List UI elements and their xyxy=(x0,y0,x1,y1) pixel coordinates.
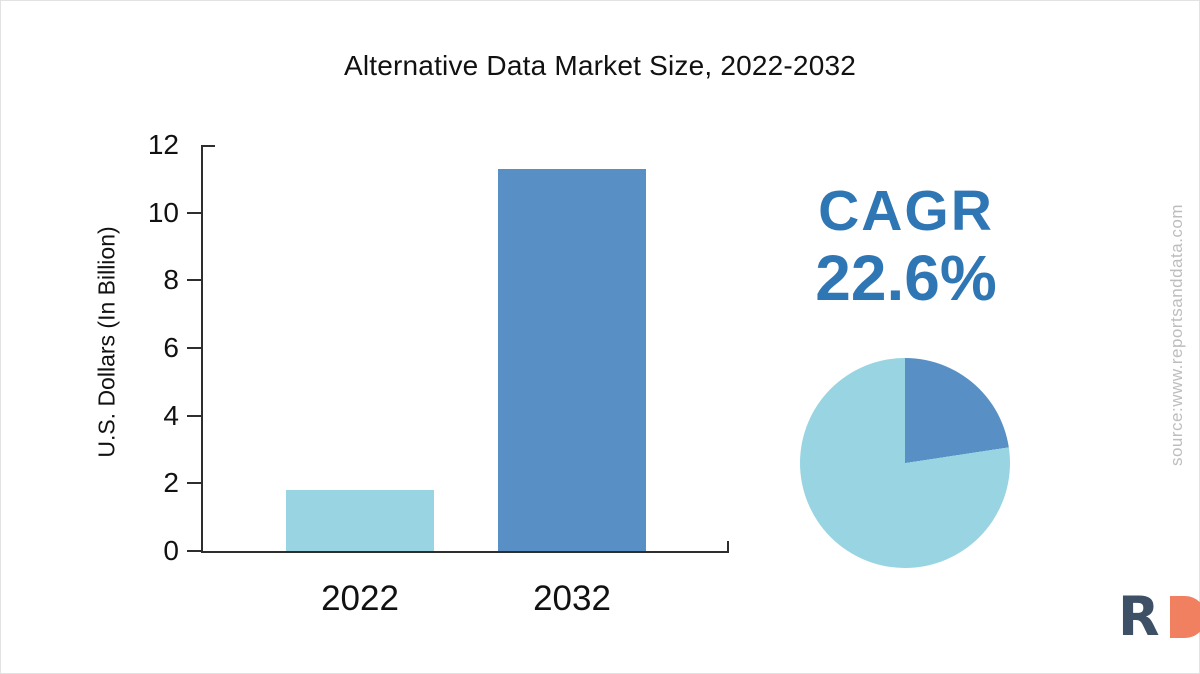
y-tick-label-4: 4 xyxy=(163,399,179,431)
y-tick-mark-2 xyxy=(187,482,201,485)
y-tick-label-0: 0 xyxy=(163,535,179,566)
bar-2022 xyxy=(286,490,434,551)
logo-letter-r: R xyxy=(1118,585,1160,648)
y-tick-mark-8 xyxy=(187,279,201,282)
y-tick-label-10: 10 xyxy=(147,196,179,228)
y-tick-label-12: 12 xyxy=(147,129,179,160)
source-attribution: source:www.reportsanddata.com xyxy=(1167,203,1186,467)
cagr-label: CAGR xyxy=(818,179,994,243)
brand-logo: R xyxy=(1118,588,1200,650)
y-tick-label-8: 8 xyxy=(163,264,179,296)
y-tick-mark-10 xyxy=(187,211,201,214)
pie-chart xyxy=(800,358,1010,568)
x-tick-label-2022: 2022 xyxy=(321,579,399,618)
y-tick-label-2: 2 xyxy=(163,467,179,499)
y-axis-label: U.S. Dollars (In Billion) xyxy=(93,226,120,458)
cagr-value: 22.6% xyxy=(815,242,997,314)
bar-2032 xyxy=(498,168,646,551)
y-tick-label-6: 6 xyxy=(163,332,179,363)
plot-area: 0 2 4 6 8 10 12 2022 2032 xyxy=(148,129,729,618)
y-tick-mark-4 xyxy=(187,414,201,417)
logo-d-shape xyxy=(1170,596,1200,638)
y-tick-mark-6 xyxy=(187,347,201,349)
chart-title: Alternative Data Market Size, 2022-2032 xyxy=(343,50,857,81)
x-axis-end-cap xyxy=(727,541,729,551)
y-axis-end-cap xyxy=(203,145,215,147)
y-tick-mark-0 xyxy=(187,550,201,552)
cagr-block: CAGR 22.6% xyxy=(780,182,1032,316)
x-tick-label-2032: 2032 xyxy=(533,579,611,618)
